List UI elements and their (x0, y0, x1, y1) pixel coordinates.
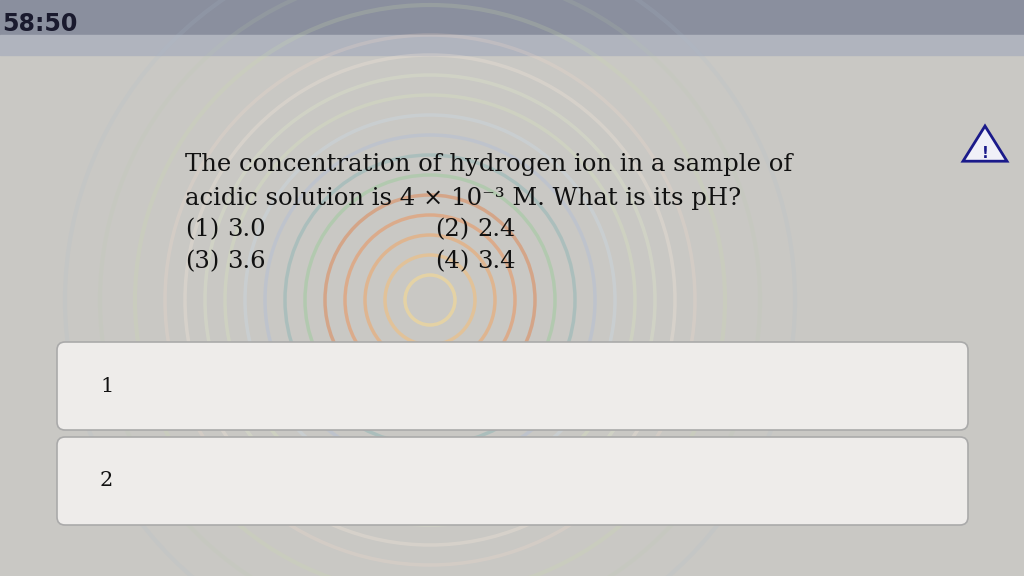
Text: 2: 2 (100, 472, 114, 491)
Text: 3.4: 3.4 (477, 251, 516, 274)
Bar (0, 35, 1024, 55)
Text: 3.0: 3.0 (227, 218, 265, 241)
Polygon shape (963, 126, 1007, 161)
FancyBboxPatch shape (57, 437, 968, 525)
FancyBboxPatch shape (57, 342, 968, 430)
Text: 2.4: 2.4 (477, 218, 515, 241)
Text: 3.6: 3.6 (227, 251, 265, 274)
Bar (0, 0, 1024, 35)
Text: !: ! (982, 146, 988, 161)
Text: (3): (3) (185, 251, 219, 274)
Text: 58:50: 58:50 (2, 12, 78, 36)
Text: (4): (4) (435, 251, 469, 274)
Text: acidic solution is 4 × 10⁻³ M. What is its pH?: acidic solution is 4 × 10⁻³ M. What is i… (185, 187, 741, 210)
Text: The concentration of hydrogen ion in a sample of: The concentration of hydrogen ion in a s… (185, 153, 793, 176)
Text: (2): (2) (435, 218, 469, 241)
Text: (1): (1) (185, 218, 219, 241)
Text: 1: 1 (100, 377, 114, 396)
